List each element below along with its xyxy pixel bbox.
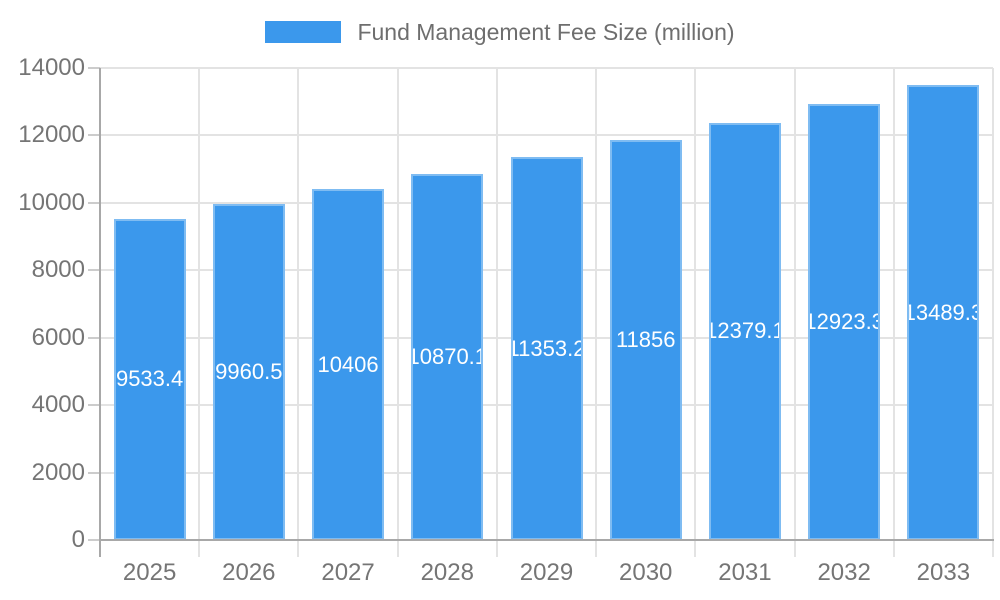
bar-2028: 10870.1 [411,173,484,540]
h-gridline [100,134,993,137]
y-axis-tick [88,269,100,272]
legend-label: Fund Management Fee Size (million) [357,18,735,45]
bar-value-label: 11856 [615,327,676,353]
bar-2025: 9533.4 [113,218,186,540]
y-axis-tick [88,404,100,407]
y-axis-label: 6000 [31,323,85,351]
bar-value-label: 12379.1 [708,318,781,344]
bar-2032: 12923.3 [808,104,881,540]
v-gridline [793,68,796,557]
bar-value-label: 9960.5 [215,359,283,385]
x-axis-label: 2026 [222,559,276,586]
bar-2026: 9960.5 [212,204,285,540]
bar-value-label: 11353.2 [510,335,583,361]
bar-2030: 11856 [609,140,682,540]
bar-2029: 11353.2 [510,157,583,540]
y-axis-tick [88,134,100,137]
x-axis-label: 2033 [916,559,971,586]
h-gridline [100,67,993,69]
v-gridline [992,68,994,557]
y-axis-line [99,68,101,557]
y-axis-tick [88,471,100,474]
v-gridline [495,68,498,557]
x-axis-label: 2032 [817,559,871,586]
bar-value-label: 10406 [317,351,379,377]
bar-value-label: 10870.1 [411,343,484,369]
chart-legend[interactable]: Fund Management Fee Size (million) [0,18,1000,46]
x-axis-label: 2031 [718,559,772,586]
y-axis-label: 2000 [31,458,85,486]
bar-2031: 12379.1 [708,122,781,540]
x-axis-line [99,539,994,541]
bar-value-label: 9533.4 [115,366,184,392]
v-gridline [595,68,598,557]
v-gridline [694,68,697,557]
y-axis-tick [88,201,100,204]
bar-value-label: 12923.3 [808,309,881,335]
y-axis-tick [88,539,100,541]
x-axis-label: 2028 [420,559,474,586]
y-axis-tick [88,336,100,339]
x-axis-label: 2027 [321,559,375,586]
v-gridline [396,68,399,557]
v-gridline [892,68,895,557]
y-axis-label: 14000 [18,54,85,81]
y-axis-label: 12000 [18,121,85,149]
v-gridline [297,68,300,557]
x-axis-label: 2025 [122,559,177,586]
bar-2033: 13489.3 [907,85,980,540]
y-axis-label: 8000 [31,256,85,284]
v-gridline [198,68,201,557]
x-axis-label: 2029 [519,559,574,586]
bar-2027: 10406 [312,189,385,540]
bar-value-label: 13489.3 [907,299,980,325]
y-axis-label: 4000 [31,391,85,419]
x-axis-label: 2030 [619,559,673,586]
y-axis-label: 10000 [18,188,85,216]
y-axis-tick [88,67,100,69]
y-axis-label: 0 [71,526,85,553]
legend-swatch [265,21,342,43]
